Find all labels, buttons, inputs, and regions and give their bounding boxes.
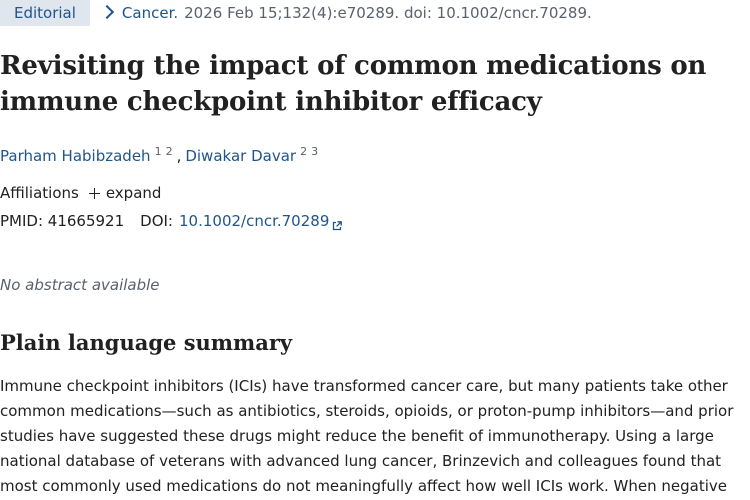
- article-title: Revisiting the impact of common medicati…: [0, 51, 707, 117]
- affiliation-ref[interactable]: 2: [165, 145, 173, 158]
- expand-label[interactable]: expand: [105, 184, 162, 202]
- identifiers: PMID: 41665921 DOI: 10.1002/cncr.70289: [0, 212, 343, 231]
- affiliation-ref[interactable]: 3: [311, 145, 319, 158]
- author-link[interactable]: Parham Habibzadeh: [0, 147, 151, 165]
- plus-icon: [88, 187, 100, 199]
- chevron-right-icon: [99, 4, 114, 20]
- affiliations-toggle[interactable]: Affiliations expand: [0, 184, 161, 202]
- author-list: Parham Habibzadeh 1 2, Diwakar Davar 2 3: [0, 145, 322, 165]
- external-link-icon[interactable]: [332, 217, 343, 231]
- author-link[interactable]: Diwakar Davar: [185, 147, 297, 165]
- pmid-value: 41665921: [47, 212, 125, 230]
- summary-heading: Plain language summary: [0, 330, 293, 355]
- affiliations-label: Affiliations: [0, 184, 79, 202]
- journal-link[interactable]: Cancer.: [121, 4, 179, 22]
- no-abstract-note: No abstract available: [0, 276, 160, 294]
- affiliation-ref[interactable]: 1: [154, 145, 162, 158]
- author-separator: ,: [176, 147, 182, 165]
- citation-bar: Editorial Cancer. 2026 Feb 15;132(4):e70…: [0, 0, 750, 26]
- summary-text: Immune checkpoint inhibitors (ICIs) have…: [0, 377, 734, 495]
- affiliation-ref[interactable]: 2: [300, 145, 308, 158]
- publication-type-badge: Editorial: [0, 0, 90, 26]
- doi-label: DOI:: [140, 212, 173, 230]
- pmid-label: PMID:: [0, 212, 44, 230]
- citation-details: 2026 Feb 15;132(4):e70289. doi: 10.1002/…: [184, 4, 592, 22]
- doi-link[interactable]: 10.1002/cncr.70289: [179, 212, 330, 230]
